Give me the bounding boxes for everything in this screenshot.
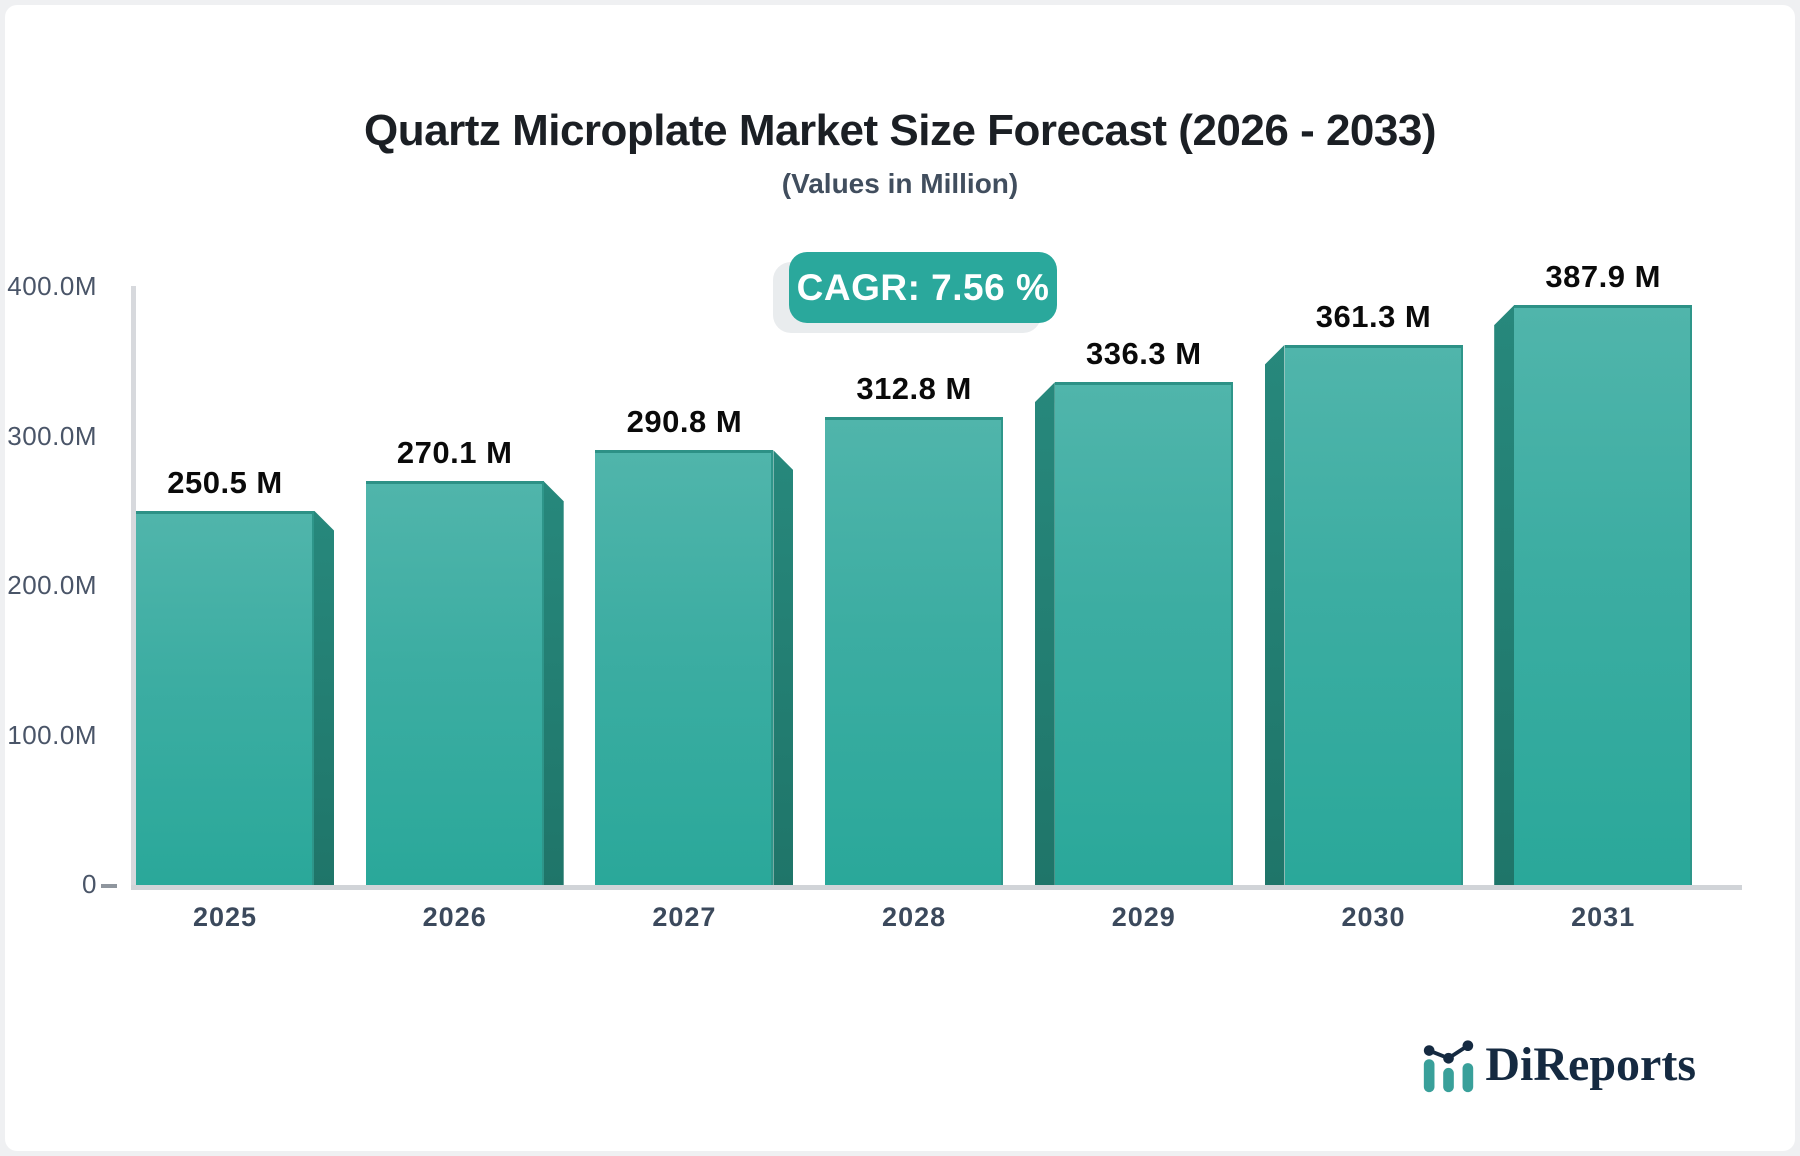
- bar-value-label: 270.1 M: [396, 435, 513, 471]
- bar-face: [1514, 305, 1693, 885]
- y-tick-label: 200.0M: [7, 570, 97, 600]
- bar-value-label: 387.9 M: [1545, 259, 1661, 295]
- x-tick-label: 2025: [192, 902, 258, 932]
- bar-face: [365, 481, 544, 885]
- bar-side-facet: [314, 510, 334, 885]
- x-tick-label: 2027: [652, 902, 717, 932]
- bar-value-label: 290.8 M: [626, 404, 743, 440]
- zero-tick-mark: [101, 884, 117, 888]
- bar-value-label: 312.8 M: [856, 371, 972, 407]
- bar-face: [595, 450, 774, 885]
- bar-side-facet: [1494, 305, 1515, 885]
- x-axis-line: [131, 885, 1742, 890]
- x-tick-label: 2029: [1111, 902, 1176, 932]
- chart-subtitle: (Values in Million): [781, 168, 1019, 199]
- x-tick-label: 2026: [422, 902, 487, 932]
- x-tick-label: 2028: [882, 902, 947, 932]
- mini-bar-line-chart-icon: [1424, 1040, 1474, 1093]
- bar-side-facet: [773, 450, 794, 885]
- x-tick-label: 2031: [1571, 902, 1636, 932]
- direports-logo: DiReports: [1423, 1036, 1696, 1096]
- bar-value-label: 361.3 M: [1315, 298, 1432, 334]
- chart-title: Quartz Microplate Market Size Forecast (…: [364, 106, 1436, 155]
- y-tick-label: 300.0M: [7, 420, 97, 451]
- logo-text: DiReports: [1485, 1038, 1696, 1091]
- bar-face: [825, 417, 1004, 885]
- x-tick-label: 2030: [1341, 902, 1406, 932]
- cagr-badge: CAGR: 7.56 %: [789, 252, 1057, 323]
- bar-side-facet: [1264, 344, 1285, 885]
- y-tick-label: 400.0M: [7, 271, 97, 301]
- bar-face: [1284, 344, 1463, 885]
- y-tick-label: 100.0M: [7, 719, 97, 750]
- bar-side-facet: [1034, 382, 1055, 885]
- bar-value-label: 250.5 M: [167, 464, 283, 500]
- bar-face: [1054, 382, 1233, 885]
- y-axis-line: [131, 286, 136, 890]
- bar-value-label: 336.3 M: [1086, 336, 1202, 372]
- bar-face: [136, 510, 314, 885]
- bar-side-facet: [543, 481, 564, 885]
- y-tick-label: 0: [82, 869, 97, 899]
- cagr-badge-label: CAGR: 7.56 %: [796, 266, 1050, 308]
